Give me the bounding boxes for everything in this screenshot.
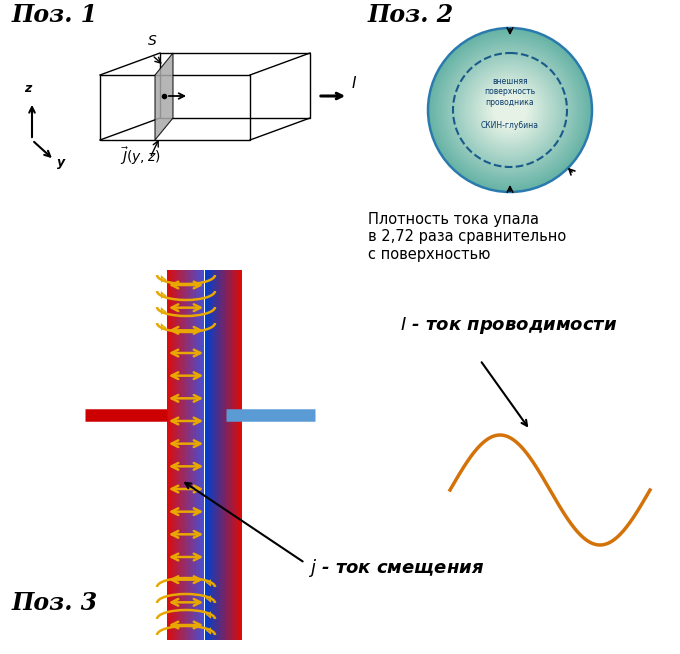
Bar (220, 270, 222, 640)
Circle shape (475, 75, 545, 145)
Circle shape (486, 86, 534, 134)
Bar (222, 270, 224, 640)
Text: S: S (148, 34, 157, 48)
Text: Поз. 1: Поз. 1 (12, 3, 98, 27)
Circle shape (450, 50, 570, 169)
Bar (176, 270, 178, 640)
Circle shape (493, 93, 527, 127)
Bar (199, 270, 201, 640)
Bar (177, 270, 180, 640)
Circle shape (459, 60, 561, 161)
Text: внешняя
поверхность
проводника: внешняя поверхность проводника (484, 77, 536, 107)
Bar (207, 270, 209, 640)
Bar (169, 270, 171, 640)
Bar (196, 270, 197, 640)
Bar (171, 270, 173, 640)
Circle shape (473, 73, 547, 147)
Bar (170, 270, 172, 640)
Bar (201, 270, 203, 640)
Bar (167, 270, 169, 640)
Circle shape (453, 52, 567, 167)
Circle shape (488, 88, 532, 131)
Bar (194, 270, 196, 640)
Circle shape (432, 33, 588, 188)
Bar (237, 270, 239, 640)
Bar (233, 270, 235, 640)
Circle shape (464, 64, 556, 156)
Bar (191, 270, 193, 640)
Circle shape (435, 35, 585, 185)
Bar (224, 270, 226, 640)
Bar (231, 270, 233, 640)
Bar (205, 270, 207, 640)
Circle shape (479, 80, 541, 141)
Bar (228, 270, 230, 640)
Circle shape (484, 84, 536, 136)
Text: $I$ - ток проводимости: $I$ - ток проводимости (400, 315, 617, 336)
Circle shape (477, 77, 543, 143)
Bar (235, 270, 237, 640)
Bar (216, 270, 218, 640)
Bar (223, 270, 225, 640)
Bar (239, 270, 241, 640)
Text: I: I (352, 76, 356, 91)
Bar (175, 270, 177, 640)
Bar (214, 270, 216, 640)
Circle shape (481, 82, 539, 138)
Circle shape (428, 28, 592, 192)
Circle shape (462, 61, 558, 158)
Circle shape (471, 71, 549, 150)
Bar (200, 270, 202, 640)
Bar (229, 270, 231, 640)
Polygon shape (155, 53, 173, 140)
Text: $j$ - ток смещения: $j$ - ток смещения (308, 557, 484, 579)
Bar (212, 270, 214, 640)
Circle shape (439, 39, 581, 181)
Bar (188, 270, 190, 640)
Circle shape (457, 57, 563, 163)
Bar (209, 270, 211, 640)
Text: Поз. 3: Поз. 3 (12, 591, 98, 615)
Circle shape (466, 66, 554, 154)
Text: z: z (24, 82, 31, 95)
Circle shape (446, 46, 574, 174)
Circle shape (441, 41, 579, 179)
Bar (182, 270, 184, 640)
Circle shape (448, 48, 572, 172)
Bar (197, 270, 199, 640)
Bar (185, 270, 187, 640)
Bar (190, 270, 192, 640)
Bar (218, 270, 220, 640)
Circle shape (443, 44, 577, 177)
Circle shape (491, 91, 529, 129)
Text: y: y (57, 156, 65, 169)
Text: СКИН-глубина: СКИН-глубина (481, 122, 539, 131)
Bar (173, 270, 175, 640)
Bar (238, 270, 240, 640)
Bar (186, 270, 188, 640)
Bar (217, 270, 219, 640)
Bar (232, 270, 234, 640)
Bar (184, 270, 186, 640)
Bar (180, 270, 182, 640)
Circle shape (437, 37, 583, 183)
Circle shape (455, 55, 565, 165)
Circle shape (469, 68, 551, 152)
Bar (211, 270, 213, 640)
Text: Поз. 2: Поз. 2 (368, 3, 454, 27)
Bar (208, 270, 210, 640)
Bar (179, 270, 181, 640)
Bar (226, 270, 228, 640)
Text: $\vec{J}(y,z)$: $\vec{J}(y,z)$ (120, 145, 160, 167)
Bar (192, 270, 194, 640)
Circle shape (430, 30, 590, 190)
Text: Плотность тока упала
в 2,72 раза сравнительно
с поверхностью: Плотность тока упала в 2,72 раза сравнит… (368, 212, 566, 262)
